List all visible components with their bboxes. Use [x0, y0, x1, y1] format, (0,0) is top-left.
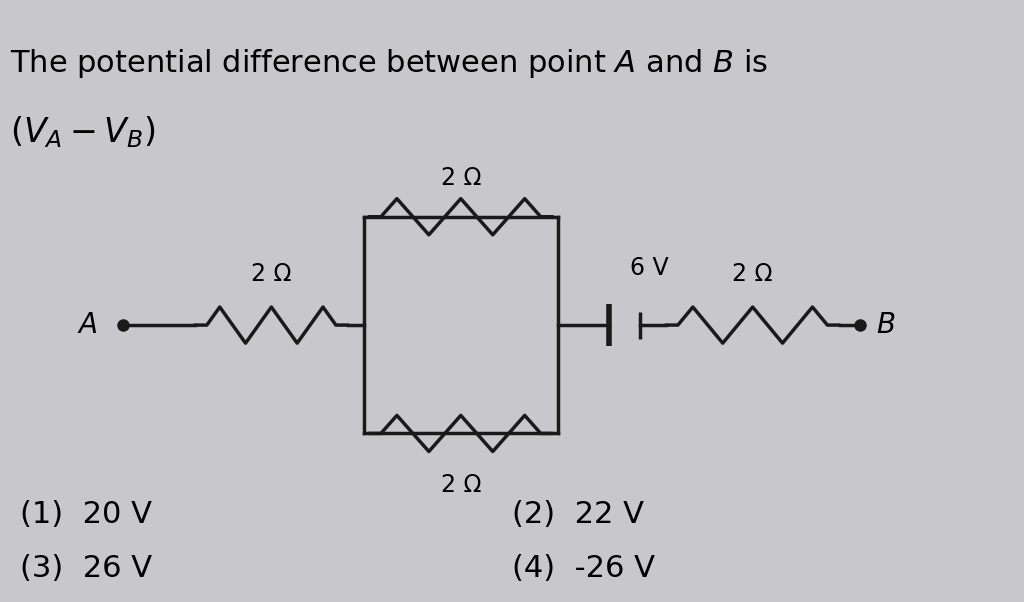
- Text: 2 Ω: 2 Ω: [732, 262, 773, 286]
- Text: $(V_A - V_B)$: $(V_A - V_B)$: [10, 114, 156, 150]
- Text: 2 Ω: 2 Ω: [440, 166, 481, 190]
- Text: (4)  -26 V: (4) -26 V: [512, 554, 655, 583]
- Text: 6 V: 6 V: [630, 256, 669, 280]
- Text: $B$: $B$: [876, 311, 895, 339]
- Text: (3)  26 V: (3) 26 V: [20, 554, 153, 583]
- Text: $A$: $A$: [77, 311, 97, 339]
- Text: 2 Ω: 2 Ω: [251, 262, 292, 286]
- Text: (2)  22 V: (2) 22 V: [512, 500, 644, 529]
- Text: 2 Ω: 2 Ω: [440, 473, 481, 497]
- Text: The potential difference between point $A$ and $B$ is: The potential difference between point $…: [10, 47, 768, 79]
- Text: (1)  20 V: (1) 20 V: [20, 500, 153, 529]
